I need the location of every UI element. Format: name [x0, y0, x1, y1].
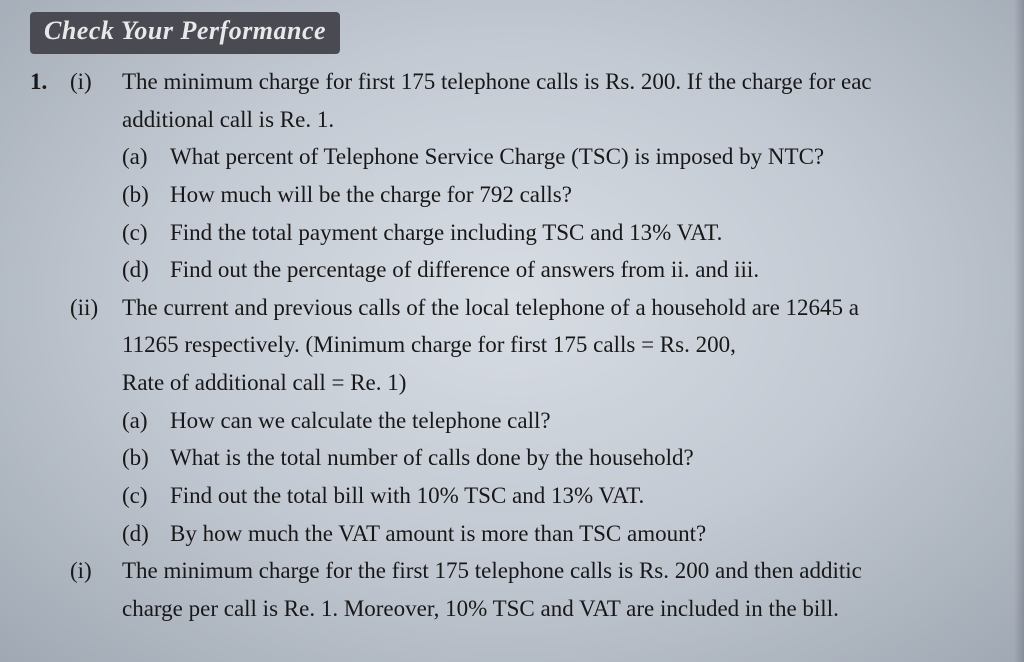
- questions-body: 1. (i) The minimum charge for first 175 …: [30, 64, 1020, 627]
- sub-text: How can we calculate the telephone call?: [170, 403, 1020, 439]
- subquestion-row: (c) Find the total payment charge includ…: [30, 215, 1020, 251]
- subquestion-row: (b) How much will be the charge for 792 …: [30, 177, 1020, 213]
- sub-marker: (d): [122, 516, 170, 552]
- sub-text: Find out the percentage of difference of…: [170, 252, 1020, 288]
- question-text-cont: additional call is Re. 1.: [122, 102, 1020, 138]
- subquestion-row: (c) Find out the total bill with 10% TSC…: [30, 478, 1020, 514]
- subquestion-row: (a) What percent of Telephone Service Ch…: [30, 139, 1020, 175]
- sub-text: Find the total payment charge including …: [170, 215, 1020, 251]
- sub-text: Find out the total bill with 10% TSC and…: [170, 478, 1020, 514]
- question-row: (ii) The current and previous calls of t…: [30, 290, 1020, 326]
- sub-marker: (a): [122, 139, 170, 175]
- sub-marker: (b): [122, 440, 170, 476]
- question-text-cont: Rate of additional call = Re. 1): [122, 365, 1020, 401]
- question-row-cont: 11265 respectively. (Minimum charge for …: [30, 327, 1020, 363]
- sub-text: What percent of Telephone Service Charge…: [170, 139, 1020, 175]
- subquestion-row: (d) By how much the VAT amount is more t…: [30, 516, 1020, 552]
- question-row-cont: charge per call is Re. 1. Moreover, 10% …: [30, 591, 1020, 627]
- question-text-cont: 11265 respectively. (Minimum charge for …: [122, 327, 1020, 363]
- question-text: The current and previous calls of the lo…: [122, 290, 1020, 326]
- question-text: The minimum charge for first 175 telepho…: [122, 64, 1020, 100]
- sub-text: What is the total number of calls done b…: [170, 440, 1020, 476]
- question-row: 1. (i) The minimum charge for first 175 …: [30, 64, 1020, 100]
- question-row-cont: Rate of additional call = Re. 1): [30, 365, 1020, 401]
- question-row-cont: additional call is Re. 1.: [30, 102, 1020, 138]
- sub-marker: (d): [122, 252, 170, 288]
- question-text-cont: charge per call is Re. 1. Moreover, 10% …: [122, 591, 1020, 627]
- question-text: The minimum charge for the first 175 tel…: [122, 553, 1020, 589]
- section-header-badge: Check Your Performance: [30, 12, 340, 54]
- question-roman: (ii): [70, 290, 122, 326]
- sub-text: How much will be the charge for 792 call…: [170, 177, 1020, 213]
- sub-marker: (b): [122, 177, 170, 213]
- sub-marker: (c): [122, 478, 170, 514]
- header-row: Check Your Performance: [30, 12, 1024, 54]
- subquestion-row: (d) Find out the percentage of differenc…: [30, 252, 1020, 288]
- question-number: 1.: [30, 64, 70, 100]
- subquestion-row: (b) What is the total number of calls do…: [30, 440, 1020, 476]
- subquestion-row: (a) How can we calculate the telephone c…: [30, 403, 1020, 439]
- sub-text: By how much the VAT amount is more than …: [170, 516, 1020, 552]
- sub-marker: (c): [122, 215, 170, 251]
- page-shadow: [1014, 0, 1024, 662]
- question-roman: (i): [70, 553, 122, 589]
- sub-marker: (a): [122, 403, 170, 439]
- page-container: Check Your Performance 1. (i) The minimu…: [0, 0, 1024, 662]
- question-roman: (i): [70, 64, 122, 100]
- question-row: (i) The minimum charge for the first 175…: [30, 553, 1020, 589]
